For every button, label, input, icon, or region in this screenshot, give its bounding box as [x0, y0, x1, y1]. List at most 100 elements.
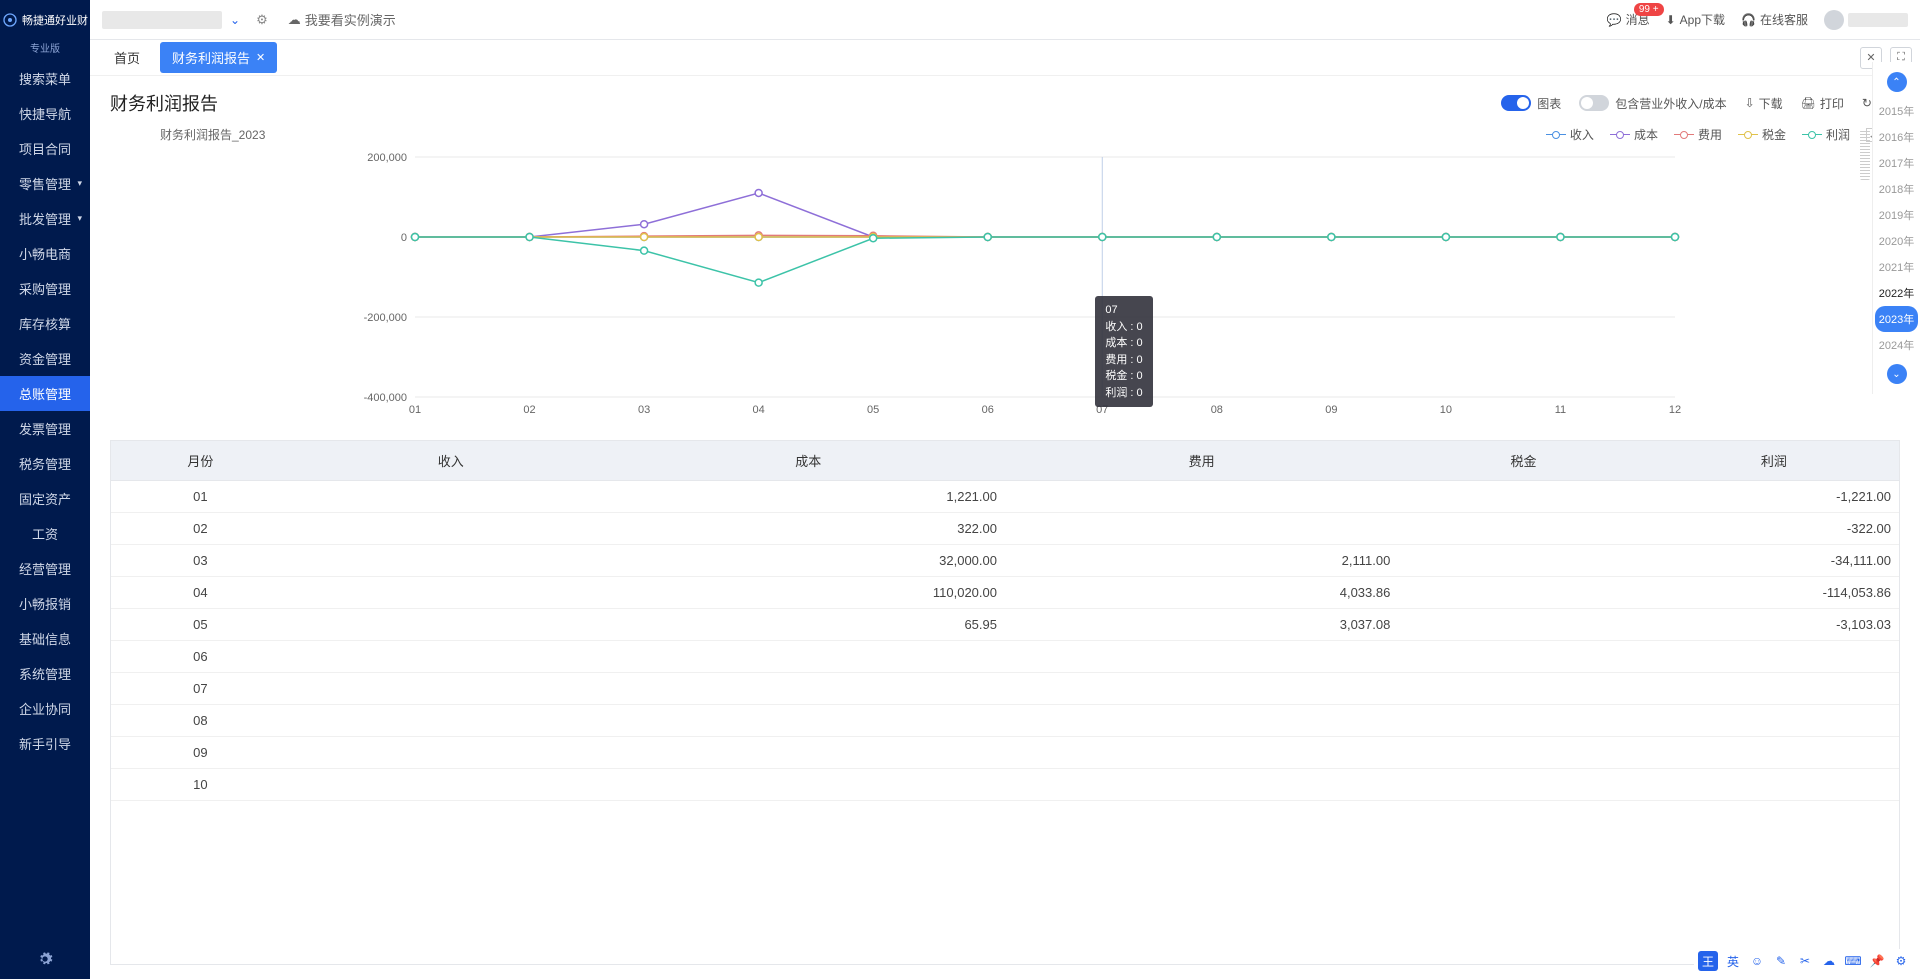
sidebar-item-18[interactable]: 企业协同: [0, 691, 90, 726]
year-item[interactable]: 2018年: [1875, 176, 1918, 202]
table-row: 10: [111, 769, 1899, 801]
brand-icon: [2, 12, 18, 28]
ime-pin-icon[interactable]: 📌: [1868, 952, 1886, 970]
sidebar-item-5[interactable]: 小畅电商: [0, 236, 90, 271]
svg-text:11: 11: [1555, 404, 1566, 416]
col-header: 费用: [1005, 441, 1398, 481]
sidebar-item-label: 税务管理: [19, 454, 71, 473]
ime-settings-icon[interactable]: ⚙: [1892, 952, 1910, 970]
legend-item[interactable]: 费用: [1674, 126, 1722, 143]
svg-text:0: 0: [401, 232, 407, 244]
messages-badge: 99 +: [1634, 3, 1664, 16]
year-item[interactable]: 2017年: [1875, 150, 1918, 176]
sidebar-item-0[interactable]: 搜索菜单: [0, 61, 90, 96]
tab-report[interactable]: 财务利润报告 ✕: [160, 42, 277, 73]
legend-item[interactable]: 税金: [1738, 126, 1786, 143]
chart-toggle-label: 图表: [1537, 95, 1561, 112]
year-item[interactable]: 2021年: [1875, 254, 1918, 280]
ime-cloud-icon[interactable]: ☁: [1820, 952, 1838, 970]
year-up[interactable]: ⌃: [1887, 72, 1907, 92]
sidebar-item-12[interactable]: 固定资产: [0, 481, 90, 516]
year-item[interactable]: 2016年: [1875, 124, 1918, 150]
chart-container: 财务利润报告_2023 收入成本费用税金利润↔ 200,0000-200,000…: [110, 126, 1900, 426]
ime-emoji-icon[interactable]: ☺: [1748, 952, 1766, 970]
username-placeholder: [1848, 13, 1908, 27]
legend-item[interactable]: 成本: [1610, 126, 1658, 143]
year-down[interactable]: ⌄: [1887, 364, 1907, 384]
sidebar-item-15[interactable]: 小畅报销: [0, 586, 90, 621]
ime-bar: 王 英 ☺ ✎ ✂ ☁ ⌨ 📌 ⚙: [1694, 949, 1914, 973]
include-toggle[interactable]: [1579, 95, 1609, 111]
ime-scissors-icon[interactable]: ✂: [1796, 952, 1814, 970]
download-label: App下载: [1680, 11, 1725, 28]
svg-text:05: 05: [867, 404, 879, 416]
ime-edit-icon[interactable]: ✎: [1772, 952, 1790, 970]
svg-text:-200,000: -200,000: [364, 312, 407, 324]
print-action[interactable]: 🖨 打印: [1801, 95, 1844, 112]
data-table-wrap: 月份收入成本费用税金利润 011,221.00-1,221.0002322.00…: [110, 440, 1900, 965]
service-label: 在线客服: [1760, 11, 1808, 28]
sidebar-settings[interactable]: [0, 939, 90, 979]
tab-home-label: 首页: [114, 48, 140, 67]
org-selector[interactable]: ⌄ ⚙: [102, 11, 268, 29]
message-icon: 💬: [1607, 13, 1622, 27]
legend-item[interactable]: 收入: [1546, 126, 1594, 143]
download-action[interactable]: ⇩ 下载: [1745, 95, 1783, 112]
tab-report-label: 财务利润报告: [172, 48, 250, 67]
sidebar-item-2[interactable]: 项目合同: [0, 131, 90, 166]
sidebar-item-label: 固定资产: [19, 489, 71, 508]
sidebar-item-3[interactable]: 零售管理▾: [0, 166, 90, 201]
year-item[interactable]: 2023年: [1875, 306, 1918, 332]
chevron-down-icon: ▾: [77, 213, 82, 224]
sidebar-item-14[interactable]: 经营管理: [0, 551, 90, 586]
svg-text:03: 03: [638, 404, 650, 416]
demo-label: 我要看实例演示: [305, 10, 396, 29]
sidebar-item-4[interactable]: 批发管理▾: [0, 201, 90, 236]
line-chart: 200,0000-200,000-400,0000102030405060708…: [110, 147, 1900, 427]
sidebar-item-7[interactable]: 库存核算: [0, 306, 90, 341]
chevron-down-icon: ▾: [77, 178, 82, 189]
ime-lang[interactable]: 英: [1724, 952, 1742, 970]
sidebar-item-label: 系统管理: [19, 664, 71, 683]
table-row: 0565.953,037.08-3,103.03: [111, 609, 1899, 641]
chart-toggle[interactable]: [1501, 95, 1531, 111]
sidebar-item-1[interactable]: 快捷导航: [0, 96, 90, 131]
sidebar-item-6[interactable]: 采购管理: [0, 271, 90, 306]
sidebar-item-16[interactable]: 基础信息: [0, 621, 90, 656]
year-item[interactable]: 2022年: [1875, 280, 1918, 306]
sidebar-item-17[interactable]: 系统管理: [0, 656, 90, 691]
demo-button[interactable]: ☁ 我要看实例演示: [288, 10, 396, 29]
panel-resize-handle[interactable]: [1860, 130, 1870, 180]
org-settings-icon[interactable]: ⚙: [256, 12, 268, 28]
table-row: 011,221.00-1,221.00: [111, 481, 1899, 513]
service-button[interactable]: 🎧 在线客服: [1741, 11, 1808, 28]
include-toggle-label: 包含营业外收入/成本: [1615, 95, 1726, 112]
avatar: [1824, 10, 1844, 30]
sidebar-item-13[interactable]: 工资: [0, 516, 90, 551]
year-item[interactable]: 2024年: [1875, 332, 1918, 358]
ime-keyboard-icon[interactable]: ⌨: [1844, 952, 1862, 970]
svg-text:08: 08: [1211, 404, 1223, 416]
year-item[interactable]: 2015年: [1875, 98, 1918, 124]
close-icon[interactable]: ✕: [256, 51, 265, 64]
sidebar-item-19[interactable]: 新手引导: [0, 726, 90, 761]
year-item[interactable]: 2019年: [1875, 202, 1918, 228]
legend-item[interactable]: 利润: [1802, 126, 1850, 143]
year-item[interactable]: 2020年: [1875, 228, 1918, 254]
col-header: 收入: [290, 441, 612, 481]
sidebar-item-10[interactable]: 发票管理: [0, 411, 90, 446]
messages-button[interactable]: 💬 消息 99 +: [1607, 11, 1650, 28]
data-table: 月份收入成本费用税金利润 011,221.00-1,221.0002322.00…: [111, 441, 1899, 801]
sidebar-item-8[interactable]: 资金管理: [0, 341, 90, 376]
tab-home[interactable]: 首页: [102, 42, 152, 73]
user-menu[interactable]: [1824, 10, 1908, 30]
svg-text:06: 06: [982, 404, 994, 416]
ime-main[interactable]: 王: [1698, 951, 1718, 971]
col-header: 利润: [1649, 441, 1899, 481]
svg-text:09: 09: [1325, 404, 1337, 416]
table-row: 07: [111, 673, 1899, 705]
sidebar-item-11[interactable]: 税务管理: [0, 446, 90, 481]
download-button[interactable]: ⬇ App下载: [1666, 11, 1725, 28]
sidebar-item-9[interactable]: 总账管理: [0, 376, 90, 411]
sidebar-item-label: 资金管理: [19, 349, 71, 368]
